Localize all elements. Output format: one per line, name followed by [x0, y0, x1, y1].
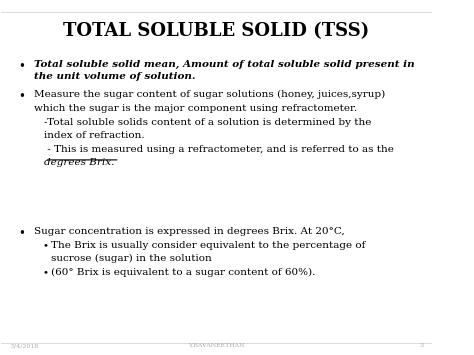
Text: •: • — [42, 241, 48, 250]
Text: sucrose (sugar) in the solution: sucrose (sugar) in the solution — [51, 254, 211, 263]
Text: - This is measured using a refractometer, and is referred to as the: - This is measured using a refractometer… — [45, 145, 394, 154]
Text: Sugar concentration is expressed in degrees Brix. At 20°C,: Sugar concentration is expressed in degr… — [34, 227, 345, 236]
Text: •: • — [18, 227, 26, 240]
Text: (60° Brix is equivalent to a sugar content of 60%).: (60° Brix is equivalent to a sugar conte… — [51, 268, 315, 278]
Text: TOTAL SOLUBLE SOLID (TSS): TOTAL SOLUBLE SOLID (TSS) — [64, 22, 370, 40]
Text: Total soluble solid mean, Amount of total soluble solid present in: Total soluble solid mean, Amount of tota… — [34, 60, 414, 69]
Text: index of refraction.: index of refraction. — [45, 131, 145, 140]
Text: •: • — [42, 268, 48, 277]
Text: The Brix is usually consider equivalent to the percentage of: The Brix is usually consider equivalent … — [51, 241, 365, 250]
Text: the unit volume of solution.: the unit volume of solution. — [34, 72, 195, 81]
Text: Y.BAVANEETHAN: Y.BAVANEETHAN — [188, 343, 245, 348]
Text: •: • — [18, 90, 26, 103]
Text: -Total soluble solids content of a solution is determined by the: -Total soluble solids content of a solut… — [45, 118, 372, 127]
Text: which the sugar is the major component using refractometer.: which the sugar is the major component u… — [34, 104, 357, 113]
Text: 3: 3 — [419, 343, 423, 348]
Text: •: • — [18, 60, 26, 72]
Text: degrees Brix.: degrees Brix. — [45, 158, 115, 168]
Text: 5/4/2018: 5/4/2018 — [10, 343, 38, 348]
Text: Measure the sugar content of sugar solutions (honey, juices,syrup): Measure the sugar content of sugar solut… — [34, 90, 385, 99]
